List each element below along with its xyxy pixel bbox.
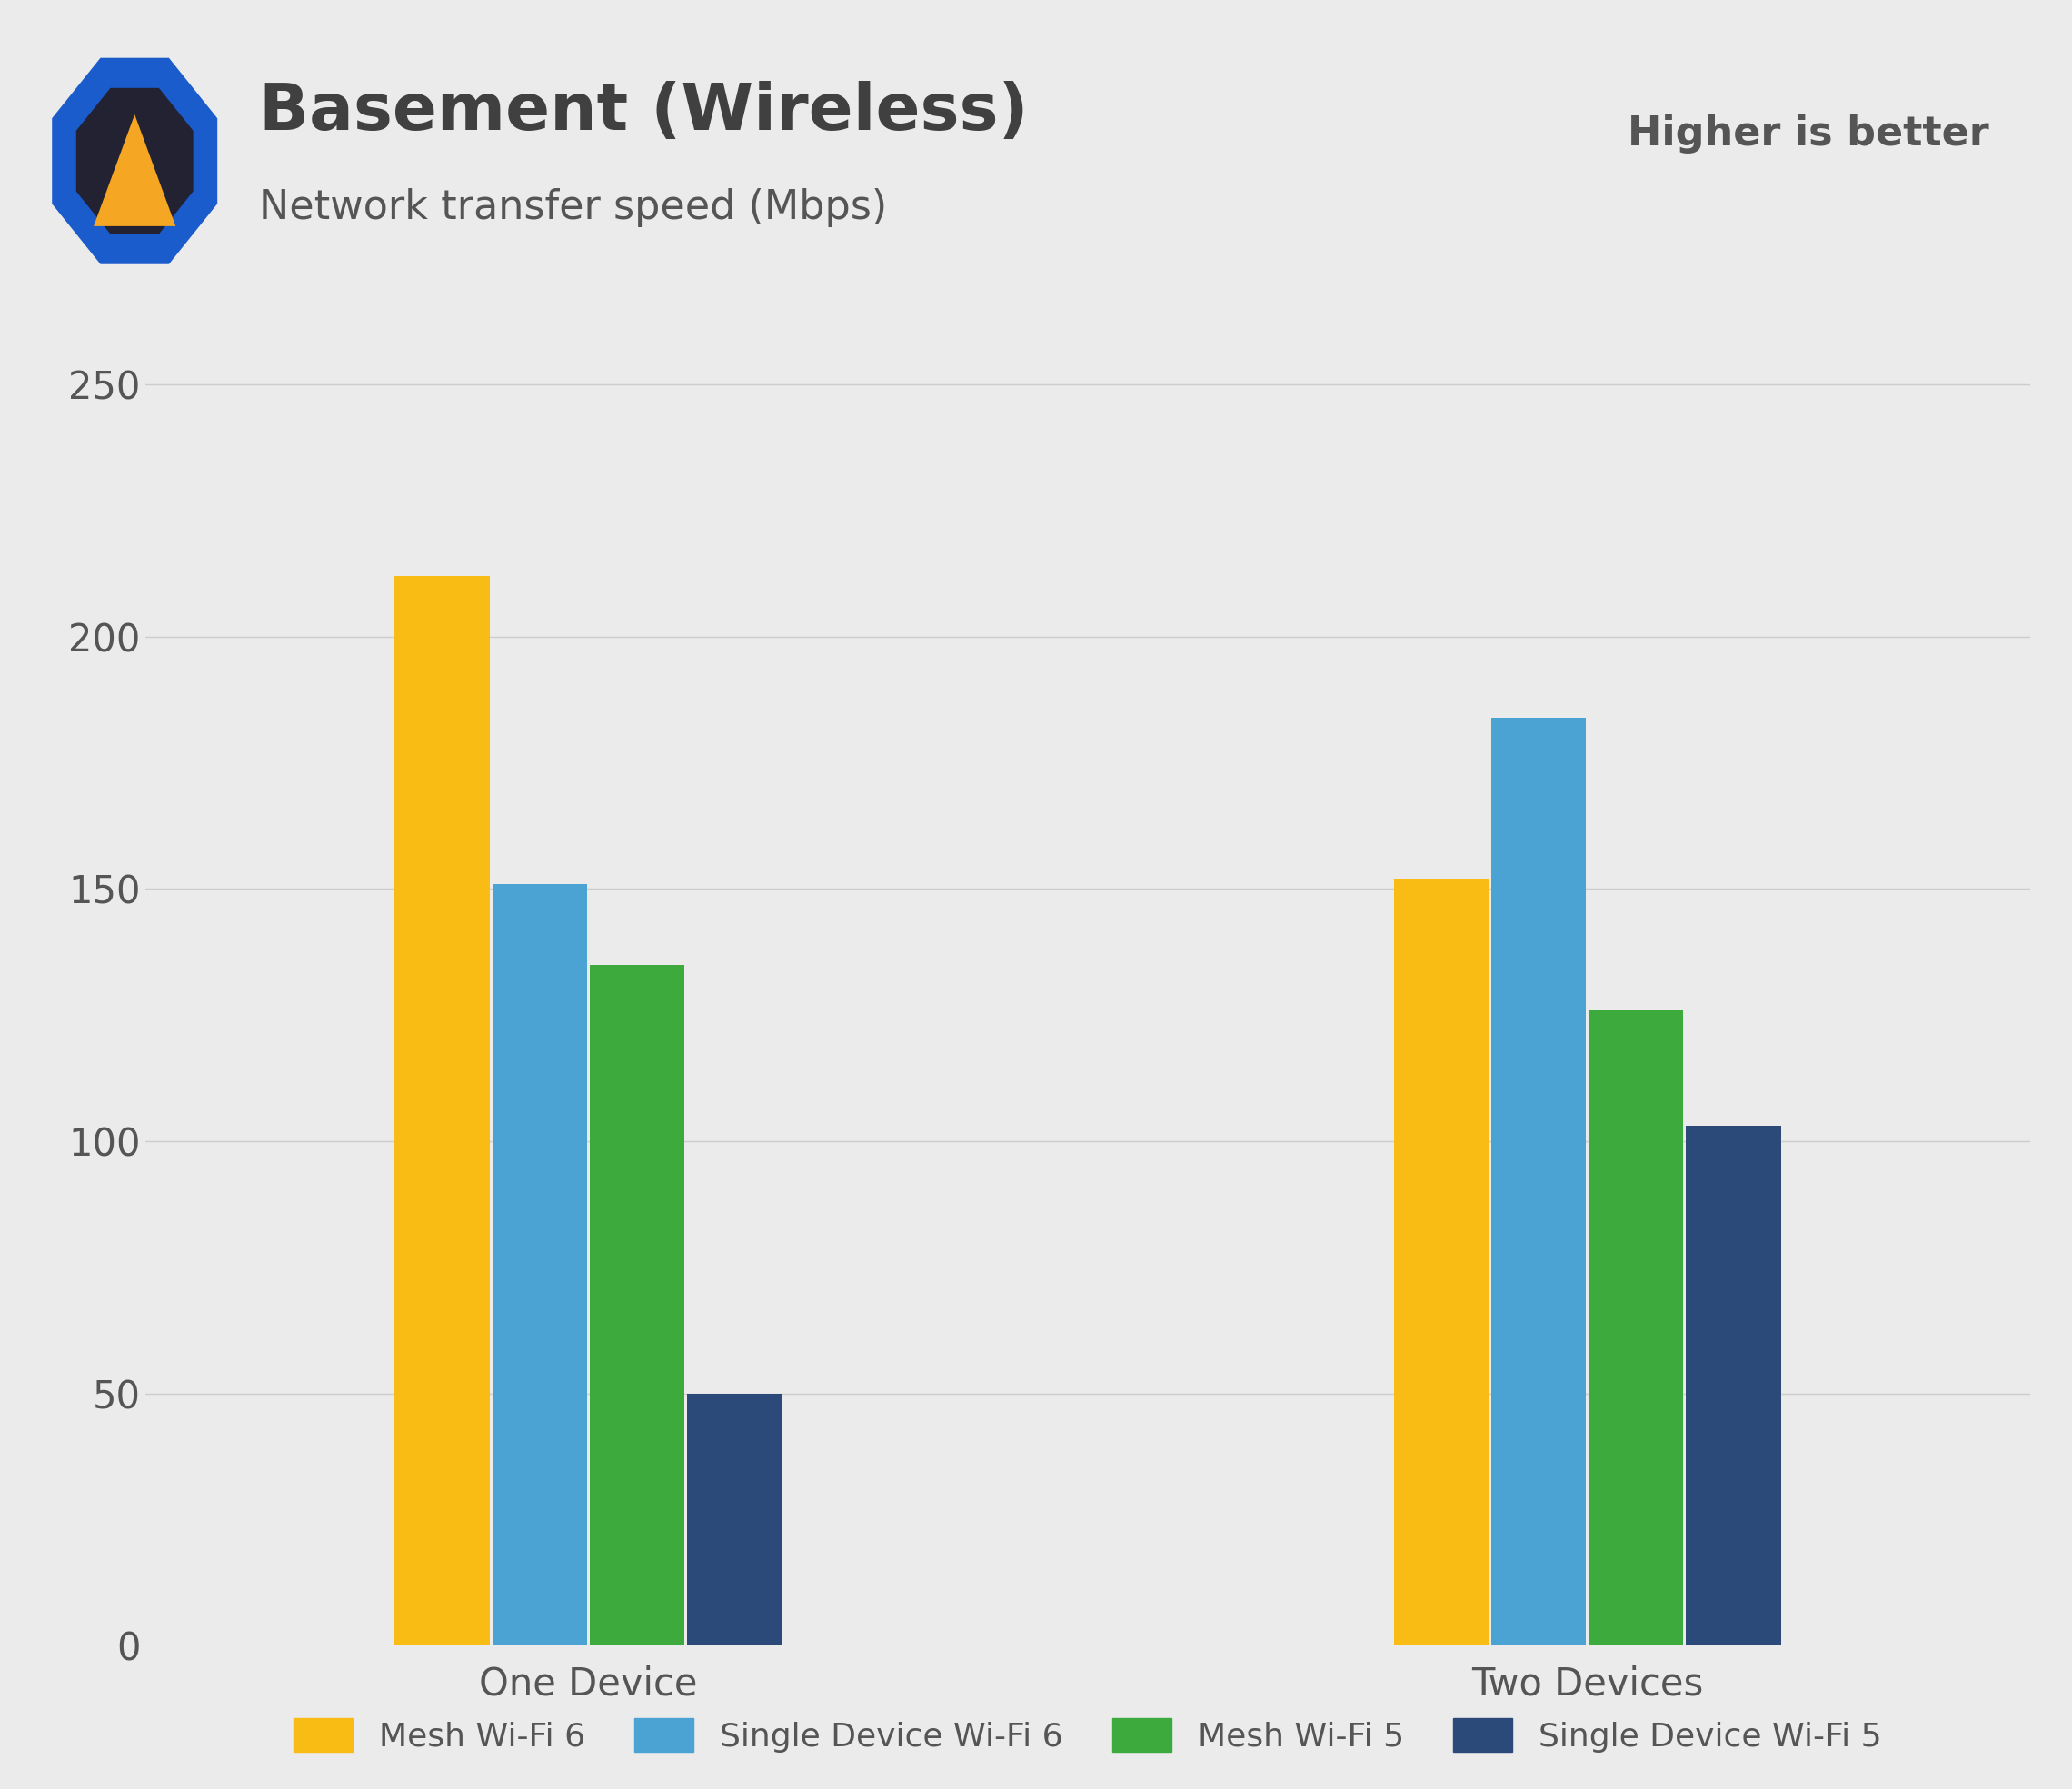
Bar [1492, 717, 1585, 1646]
Text: Higher is better: Higher is better [1629, 114, 1989, 154]
Bar [396, 576, 489, 1646]
Bar [1687, 1125, 1780, 1646]
Polygon shape [93, 114, 176, 225]
Polygon shape [52, 57, 218, 265]
Text: Network transfer speed (Mbps): Network transfer speed (Mbps) [259, 188, 887, 227]
Legend: Mesh Wi-Fi 6, Single Device Wi-Fi 6, Mesh Wi-Fi 5, Single Device Wi-Fi 5: Mesh Wi-Fi 6, Single Device Wi-Fi 6, Mes… [280, 1705, 1896, 1766]
Bar [591, 964, 684, 1646]
Bar [1394, 878, 1488, 1646]
Bar [1589, 1011, 1682, 1646]
Polygon shape [77, 88, 193, 234]
Bar [493, 884, 586, 1646]
Bar [688, 1394, 781, 1646]
Text: Basement (Wireless): Basement (Wireless) [259, 81, 1028, 143]
